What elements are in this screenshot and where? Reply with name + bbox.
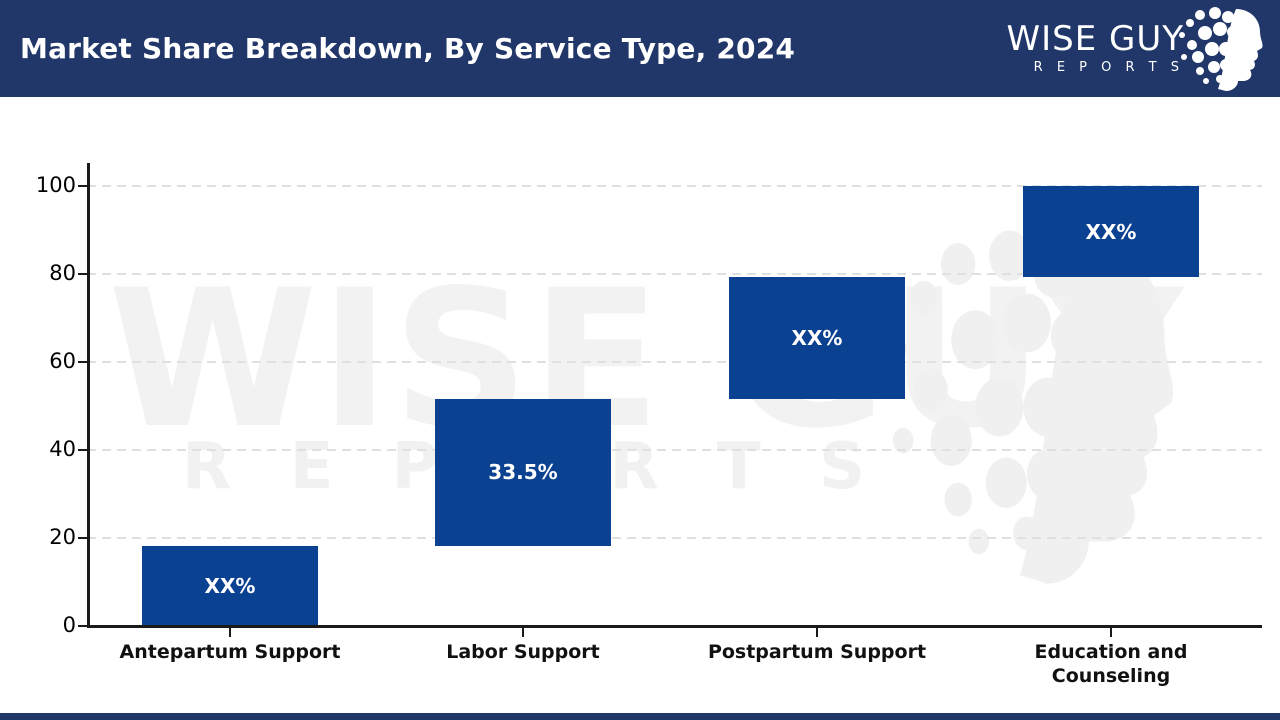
y-tick-80 bbox=[78, 273, 87, 275]
y-tick-label-0: 0 bbox=[62, 613, 76, 637]
y-tick-0 bbox=[78, 625, 87, 627]
y-tick-label-100: 100 bbox=[35, 173, 76, 197]
chart-title: Market Share Breakdown, By Service Type,… bbox=[20, 32, 796, 65]
chart-region: WISE GUY R E P O R T S 020406080100XX%An… bbox=[0, 97, 1280, 713]
gridline-20 bbox=[87, 537, 1262, 539]
x-tick-education-and-counseling bbox=[1110, 628, 1112, 637]
bar-value-label-antepartum-support: XX% bbox=[204, 573, 256, 598]
category-label-line: Labor Support bbox=[446, 641, 600, 663]
x-tick-labor-support bbox=[522, 628, 524, 637]
bar-value-label-labor-support: 33.5% bbox=[488, 460, 558, 485]
category-label-line: Antepartum Support bbox=[119, 641, 341, 663]
x-axis bbox=[87, 625, 1262, 628]
bar-education-and-counseling: XX% bbox=[1023, 186, 1199, 278]
watermark-head-icon bbox=[885, 230, 1174, 584]
category-label-line: Counseling bbox=[1051, 664, 1171, 687]
brand-logo-text: WISE GUY R E P O R T S bbox=[1006, 19, 1184, 75]
category-label-line: Education and bbox=[1034, 641, 1188, 663]
bar-antepartum-support: XX% bbox=[142, 545, 318, 626]
y-tick-label-40: 40 bbox=[49, 437, 76, 461]
y-tick-100 bbox=[78, 185, 87, 187]
category-label-postpartum-support: Postpartum Support bbox=[687, 641, 947, 665]
x-tick-postpartum-support bbox=[816, 628, 818, 637]
category-label-education-and-counseling: Education and Counseling bbox=[981, 641, 1241, 689]
bar-labor-support: 33.5% bbox=[435, 398, 611, 546]
category-label-antepartum-support: Antepartum Support bbox=[100, 641, 360, 665]
gridline-40 bbox=[87, 449, 1262, 451]
bar-value-label-postpartum-support: XX% bbox=[791, 325, 843, 350]
bar-postpartum-support: XX% bbox=[729, 277, 905, 399]
y-tick-label-20: 20 bbox=[49, 525, 76, 549]
brand-subtitle: R E P O R T S bbox=[1033, 59, 1184, 75]
bar-value-label-education-and-counseling: XX% bbox=[1085, 219, 1137, 244]
y-axis bbox=[87, 163, 90, 628]
y-tick-60 bbox=[78, 361, 87, 363]
y-tick-label-80: 80 bbox=[49, 261, 76, 285]
brand-head-icon bbox=[1179, 6, 1263, 91]
y-tick-20 bbox=[78, 537, 87, 539]
gridline-80 bbox=[87, 273, 1262, 275]
y-tick-40 bbox=[78, 449, 87, 451]
header-bar: Market Share Breakdown, By Service Type,… bbox=[0, 0, 1280, 97]
category-label-line: Postpartum Support bbox=[707, 641, 927, 663]
x-tick-antepartum-support bbox=[229, 628, 231, 637]
gridline-60 bbox=[87, 361, 1262, 363]
category-label-labor-support: Labor Support bbox=[393, 641, 653, 665]
footer-bar bbox=[0, 713, 1280, 720]
brand-name: WISE GUY bbox=[1006, 19, 1184, 60]
gridline-100 bbox=[87, 185, 1262, 187]
brand-logo: WISE GUY R E P O R T S bbox=[1006, 4, 1266, 94]
y-tick-label-60: 60 bbox=[49, 349, 76, 373]
